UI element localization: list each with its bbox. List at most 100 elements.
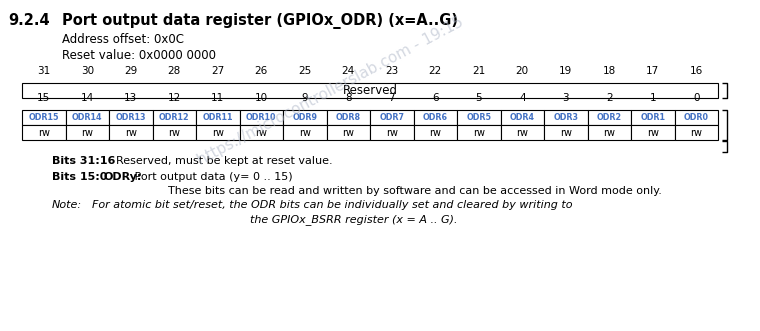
Text: Reset value: 0x0000 0000: Reset value: 0x0000 0000 <box>62 49 216 62</box>
Bar <box>370 110 413 125</box>
Text: ODR6: ODR6 <box>423 113 448 122</box>
Bar <box>196 110 239 125</box>
Text: 23: 23 <box>385 66 398 76</box>
Text: rw: rw <box>516 127 528 137</box>
Text: 11: 11 <box>211 93 224 103</box>
Text: 28: 28 <box>168 66 181 76</box>
Bar <box>196 125 239 140</box>
Text: ODR10: ODR10 <box>246 113 277 122</box>
Bar <box>501 110 544 125</box>
Bar <box>65 110 109 125</box>
Text: rw: rw <box>255 127 268 137</box>
Text: Address offset: 0x0C: Address offset: 0x0C <box>62 33 184 46</box>
Bar <box>109 110 153 125</box>
Text: ODR1: ODR1 <box>640 113 665 122</box>
Text: rw: rw <box>299 127 311 137</box>
Text: rw: rw <box>81 127 93 137</box>
Text: ODR3: ODR3 <box>553 113 578 122</box>
Text: 7: 7 <box>388 93 395 103</box>
Bar <box>587 125 631 140</box>
Text: ODR11: ODR11 <box>202 113 233 122</box>
Text: ODR8: ODR8 <box>336 113 361 122</box>
Text: 3: 3 <box>562 93 569 103</box>
Text: rw: rw <box>560 127 572 137</box>
Text: 6: 6 <box>432 93 439 103</box>
Bar <box>153 110 196 125</box>
Text: the GPIOx_BSRR register (x = A .. G).: the GPIOx_BSRR register (x = A .. G). <box>250 214 458 225</box>
Bar <box>631 110 675 125</box>
Text: ODR2: ODR2 <box>597 113 622 122</box>
Text: 30: 30 <box>81 66 93 76</box>
Text: 1: 1 <box>650 93 656 103</box>
Text: 12: 12 <box>168 93 181 103</box>
Text: 29: 29 <box>124 66 138 76</box>
Text: ODR4: ODR4 <box>510 113 535 122</box>
Bar <box>239 110 283 125</box>
Text: 17: 17 <box>646 66 660 76</box>
Bar <box>370 125 413 140</box>
Text: 4: 4 <box>519 93 526 103</box>
Bar <box>675 110 718 125</box>
Text: ODR12: ODR12 <box>159 113 189 122</box>
Text: Reserved: Reserved <box>343 84 397 97</box>
Text: rw: rw <box>386 127 397 137</box>
Text: rw: rw <box>38 127 49 137</box>
Text: https://microcontrollerslab.com - 19:15: https://microcontrollerslab.com - 19:15 <box>195 14 466 168</box>
Text: 9: 9 <box>302 93 308 103</box>
Text: rw: rw <box>647 127 659 137</box>
Text: rw: rw <box>603 127 616 137</box>
Bar <box>501 125 544 140</box>
Text: rw: rw <box>342 127 354 137</box>
Text: Bits 15:0: Bits 15:0 <box>52 172 107 182</box>
Text: 8: 8 <box>345 93 352 103</box>
Text: Port output data (y= 0 .. 15): Port output data (y= 0 .. 15) <box>131 172 293 182</box>
Bar <box>65 125 109 140</box>
Text: 26: 26 <box>255 66 268 76</box>
Text: ODR5: ODR5 <box>466 113 491 122</box>
Bar <box>457 125 501 140</box>
Bar <box>153 125 196 140</box>
Bar <box>22 125 65 140</box>
Text: 27: 27 <box>211 66 224 76</box>
Bar <box>22 110 65 125</box>
Text: 10: 10 <box>255 93 268 103</box>
Text: 15: 15 <box>37 93 50 103</box>
Bar <box>631 125 675 140</box>
Text: 21: 21 <box>472 66 486 76</box>
Text: 31: 31 <box>37 66 50 76</box>
Bar <box>239 125 283 140</box>
Text: Bits 31:16: Bits 31:16 <box>52 156 116 166</box>
Text: 13: 13 <box>124 93 138 103</box>
Text: rw: rw <box>125 127 137 137</box>
Bar <box>675 125 718 140</box>
Text: ODR14: ODR14 <box>72 113 103 122</box>
Text: Port output data register (GPIOx_ODR) (x=A..G): Port output data register (GPIOx_ODR) (x… <box>62 13 458 29</box>
Bar <box>544 125 587 140</box>
Text: ODR7: ODR7 <box>379 113 404 122</box>
Text: 22: 22 <box>429 66 442 76</box>
Bar <box>109 125 153 140</box>
Text: 2: 2 <box>606 93 613 103</box>
Bar <box>283 125 327 140</box>
Text: For atomic bit set/reset, the ODR bits can be individually set and cleared by wr: For atomic bit set/reset, the ODR bits c… <box>85 200 572 210</box>
Bar <box>283 110 327 125</box>
Text: rw: rw <box>690 127 702 137</box>
Text: rw: rw <box>212 127 223 137</box>
Text: rw: rw <box>473 127 485 137</box>
Text: 20: 20 <box>516 66 529 76</box>
Text: rw: rw <box>429 127 442 137</box>
Text: ODR0: ODR0 <box>684 113 709 122</box>
Text: ODR9: ODR9 <box>293 113 317 122</box>
Bar <box>587 110 631 125</box>
Text: 9.2.4: 9.2.4 <box>8 13 49 28</box>
Text: ODR15: ODR15 <box>29 113 59 122</box>
Text: 5: 5 <box>476 93 482 103</box>
Text: These bits can be read and written by software and can be accessed in Word mode : These bits can be read and written by so… <box>168 186 662 196</box>
Bar <box>413 125 457 140</box>
Text: 18: 18 <box>603 66 616 76</box>
Bar <box>327 110 370 125</box>
Bar <box>327 125 370 140</box>
Text: 24: 24 <box>342 66 355 76</box>
Text: rw: rw <box>168 127 180 137</box>
Text: ODR13: ODR13 <box>116 113 146 122</box>
